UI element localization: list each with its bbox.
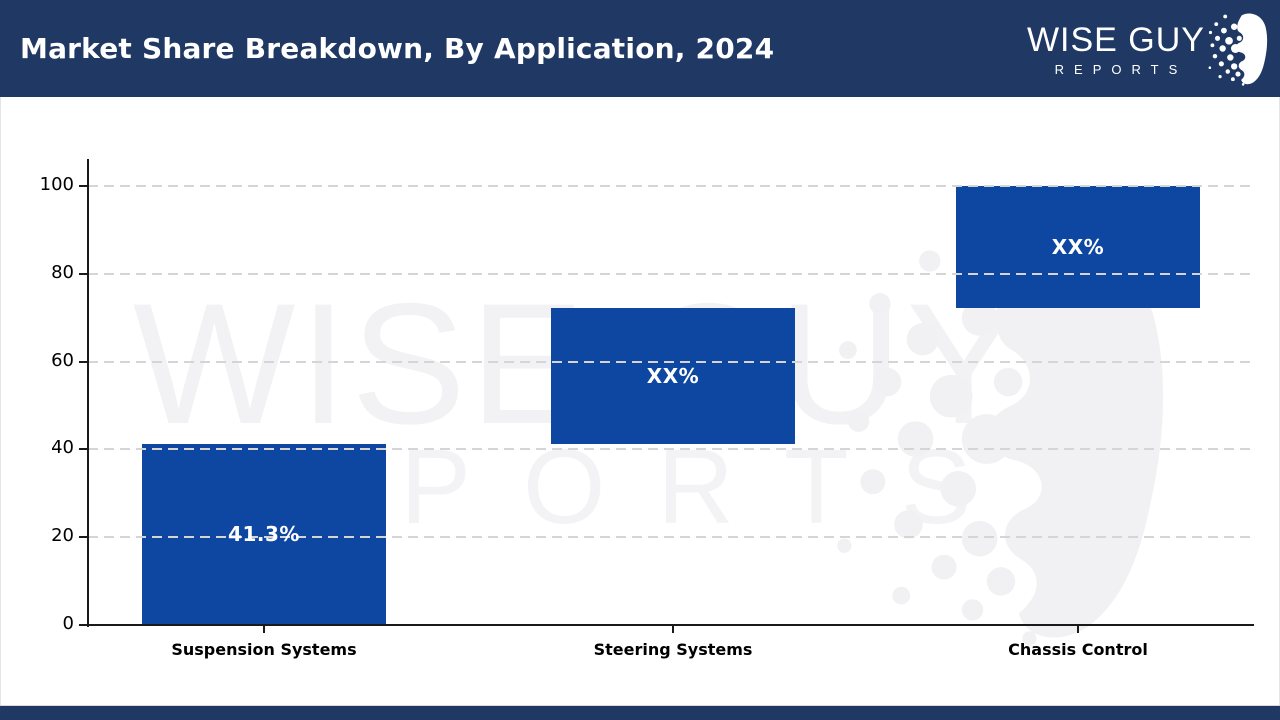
- x-tick-mark: [263, 625, 265, 633]
- bar-value-label: XX%: [1051, 234, 1105, 259]
- y-tick-label: 60: [51, 349, 74, 371]
- y-axis-line: [87, 159, 89, 627]
- y-tick-label: 80: [51, 261, 74, 283]
- category-label: Steering Systems: [593, 640, 753, 659]
- x-tick-mark: [1077, 625, 1079, 633]
- gridline: [88, 536, 1254, 539]
- logo-wiseguy-label: WISE GUY: [1026, 20, 1205, 59]
- bar-segment: [142, 443, 386, 625]
- dotted-face-icon: [1208, 13, 1268, 86]
- gridline: [88, 272, 1254, 275]
- footer-bar: [0, 705, 1280, 720]
- bar-value-label: 41.3%: [228, 522, 300, 547]
- category-label: Chassis Control: [1008, 640, 1148, 659]
- category-label: Suspension Systems: [171, 640, 357, 659]
- y-tick-label: 100: [39, 174, 74, 195]
- logo-text: WISE GUY REPORTS: [1027, 21, 1205, 77]
- bar-segment: [551, 307, 795, 444]
- header-bar: Market Share Breakdown, By Application, …: [0, 0, 1280, 97]
- gridline: [88, 360, 1254, 363]
- x-tick-mark: [672, 625, 674, 633]
- y-tick-mark: [79, 448, 87, 451]
- page-title: Market Share Breakdown, By Application, …: [20, 32, 775, 65]
- y-tick-mark: [79, 185, 87, 187]
- y-tick-mark: [79, 360, 87, 363]
- bar-value-label: XX%: [646, 363, 700, 388]
- y-tick-mark: [79, 272, 87, 275]
- gridline: [88, 448, 1254, 451]
- y-tick-label: 40: [51, 437, 74, 459]
- y-tick-label: 20: [51, 525, 74, 547]
- wise-guy-reports-logo: WISE GUY REPORTS: [1027, 0, 1270, 97]
- y-tick-mark: [79, 624, 87, 626]
- y-tick-mark: [79, 536, 87, 539]
- logo-reports-label: REPORTS: [1054, 61, 1188, 77]
- x-axis-line: [87, 624, 1254, 626]
- chart-canvas: WISE GUY REPORTS 41.3% XX% XX% 0 20 40 60 80 100…: [0, 97, 1280, 706]
- gridline: [88, 185, 1254, 187]
- y-tick-label: 0: [62, 613, 74, 634]
